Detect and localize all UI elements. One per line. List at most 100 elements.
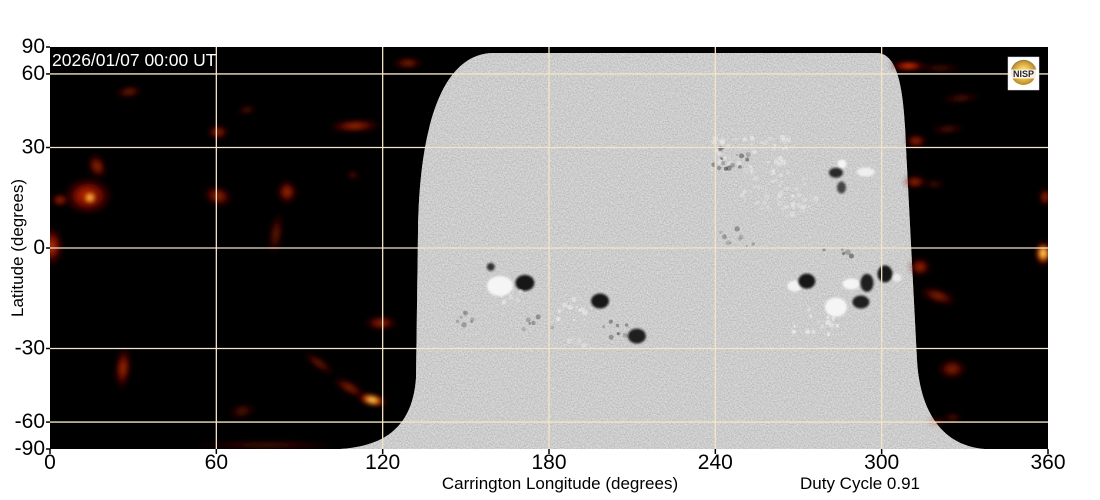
active-speckle-black — [734, 226, 740, 232]
active-speckle-black — [463, 310, 469, 316]
active-speckle-white — [743, 168, 749, 174]
active-speckle-white — [518, 289, 523, 294]
active-speckle-white — [811, 329, 816, 334]
active-speckle-white — [809, 315, 813, 318]
active-speckle-white — [742, 137, 747, 142]
active-speckle-white — [773, 143, 777, 146]
active-speckle-black — [535, 314, 541, 320]
active-speckle-white — [784, 188, 787, 191]
active-speckle-black — [608, 319, 613, 324]
active-speckle-black — [616, 332, 620, 335]
active-speckle-white — [750, 143, 753, 146]
active-speckle-white — [768, 136, 773, 141]
active-speckle-white — [712, 140, 717, 146]
active-speckle-white — [743, 197, 747, 201]
active-speckle-black — [841, 251, 846, 256]
active-speckle-white — [562, 302, 568, 308]
active-speckle-white — [733, 137, 738, 142]
active-speckle-white — [755, 200, 761, 206]
active-speckle-white — [797, 193, 802, 198]
active-speckle-white — [793, 207, 796, 211]
active-speckle-white — [832, 311, 838, 316]
active-speckle-black — [739, 153, 745, 159]
active-speckle-black — [470, 320, 473, 324]
active-region-black — [836, 181, 846, 194]
active-region-black — [486, 262, 495, 271]
active-speckle-white — [781, 205, 787, 211]
active-speckle-white — [737, 162, 742, 167]
active-speckle-white — [796, 192, 801, 197]
active-speckle-white — [739, 192, 745, 198]
active-speckle-white — [790, 201, 796, 207]
active-speckle-white — [779, 190, 784, 195]
active-region-white — [824, 297, 847, 317]
farside-blob — [922, 179, 947, 190]
active-speckle-black — [461, 322, 467, 328]
active-speckle-white — [791, 203, 796, 208]
active-speckle-white — [583, 318, 586, 321]
active-region-white — [856, 167, 875, 177]
active-speckle-black — [719, 156, 723, 160]
active-speckle-white — [583, 342, 588, 348]
x-tick-label: 240 — [698, 451, 733, 474]
active-speckle-black — [720, 161, 726, 166]
active-speckle-white — [777, 184, 782, 188]
active-speckle-white — [763, 192, 769, 198]
active-speckle-black — [624, 323, 629, 327]
active-speckle-white — [502, 301, 506, 305]
farside-blob — [302, 350, 336, 376]
active-speckle-black — [615, 323, 620, 328]
active-speckle-white — [773, 158, 779, 164]
active-speckle-black — [462, 310, 467, 315]
magnetogram-grain — [340, 53, 985, 449]
active-speckle-black — [738, 234, 744, 240]
active-speckle-white — [556, 316, 561, 322]
x-axis-title: Carrington Longitude (degrees) — [442, 474, 678, 493]
active-speckle-white — [835, 324, 839, 328]
active-speckle-white — [768, 194, 771, 196]
farside-blob — [390, 57, 425, 70]
active-speckle-black — [455, 319, 460, 323]
active-speckle-white — [749, 168, 753, 172]
active-region-black — [828, 167, 843, 178]
active-speckle-white — [726, 161, 732, 167]
x-tick-label: 360 — [1030, 451, 1065, 474]
active-speckle-black — [848, 253, 854, 259]
active-speckle-white — [768, 170, 771, 173]
active-speckle-white — [736, 160, 741, 166]
farside-blob — [227, 402, 257, 420]
active-speckle-white — [753, 186, 757, 189]
active-speckle-white — [826, 315, 830, 319]
active-speckle-white — [509, 293, 512, 297]
active-speckle-white — [749, 171, 755, 176]
farside-blob-hot-core — [84, 192, 95, 203]
x-tick-label: 300 — [864, 451, 899, 474]
farside-blob — [914, 64, 965, 73]
active-speckle-white — [802, 197, 808, 203]
active-speckle-white — [580, 307, 586, 312]
active-speckle-black — [726, 165, 732, 171]
active-speckle-white — [752, 151, 755, 154]
active-speckle-white — [766, 205, 770, 209]
active-speckle-white — [781, 159, 787, 165]
active-speckle-white — [576, 338, 582, 345]
y-tick-label: -90 — [15, 437, 45, 460]
active-speckle-black — [745, 157, 750, 162]
active-speckle-white — [779, 180, 784, 184]
active-speckle-white — [785, 186, 789, 190]
active-speckle-white — [811, 208, 814, 211]
active-speckle-white — [749, 135, 755, 141]
active-speckle-black — [470, 317, 475, 322]
active-speckle-white — [832, 318, 835, 322]
active-speckle-white — [800, 193, 803, 196]
farside-blob — [1038, 186, 1048, 207]
active-region-black — [877, 265, 893, 283]
farside-blob — [939, 92, 983, 104]
active-speckle-white — [800, 208, 806, 214]
active-speckle-black — [525, 317, 531, 323]
active-speckle-white — [508, 294, 514, 301]
active-speckle-white — [753, 175, 759, 181]
active-speckle-black — [531, 320, 536, 326]
active-speckle-white — [784, 204, 789, 209]
